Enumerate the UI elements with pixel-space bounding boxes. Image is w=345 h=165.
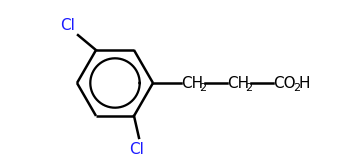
Text: 2: 2 xyxy=(293,83,300,93)
Text: CH: CH xyxy=(227,76,249,90)
Text: CO: CO xyxy=(273,76,296,90)
Text: H: H xyxy=(299,76,310,90)
Text: Cl: Cl xyxy=(130,142,145,157)
Text: Cl: Cl xyxy=(60,18,75,33)
Text: 2: 2 xyxy=(199,83,206,93)
Text: 2: 2 xyxy=(245,83,252,93)
Text: CH: CH xyxy=(181,76,203,90)
